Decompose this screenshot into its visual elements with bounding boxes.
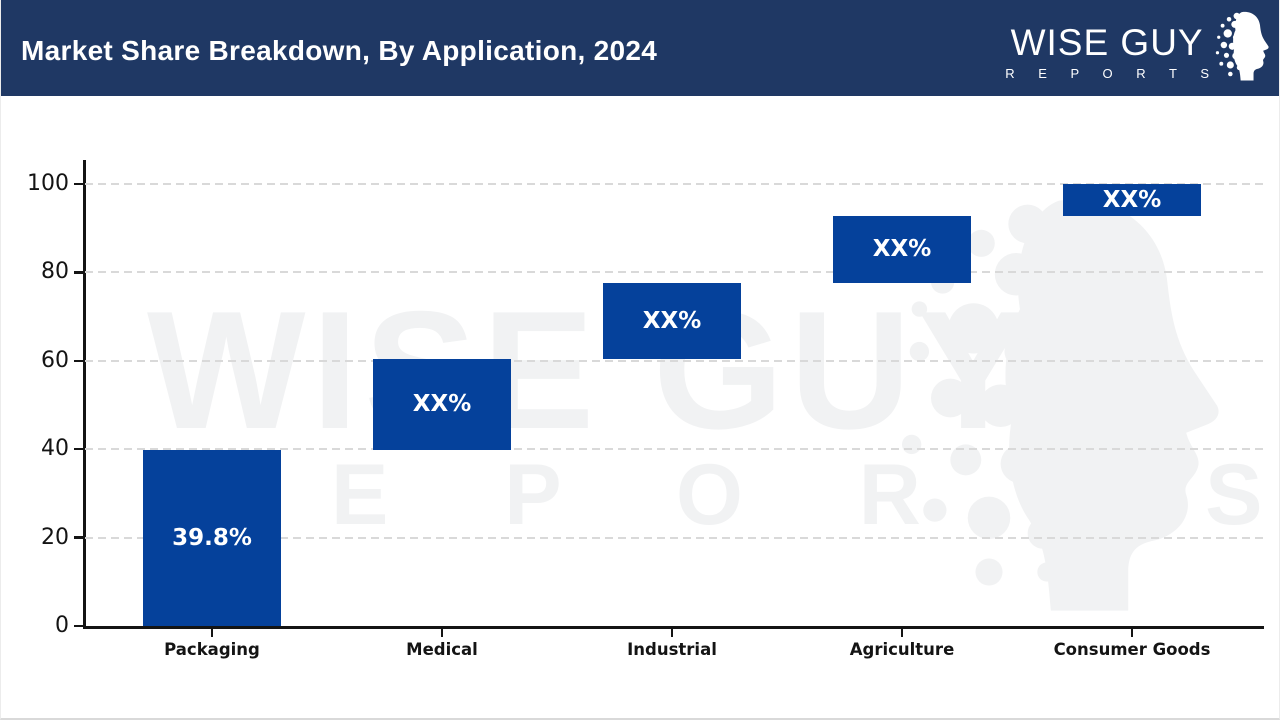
bar-consumer-goods: XX% [1063, 184, 1201, 217]
header-band: Market Share Breakdown, By Application, … [1, 0, 1279, 96]
bar-value-label-consumer-goods: XX% [1102, 187, 1162, 214]
brand-logo-text: WISE GUY R E P O R T S [995, 24, 1219, 81]
bar-agriculture: XX% [833, 216, 971, 283]
bar-packaging: 39.8% [143, 450, 281, 626]
y-tick-100 [74, 182, 83, 186]
y-tick-label-100: 100 [27, 171, 69, 196]
bar-industrial: XX% [603, 282, 741, 359]
y-tick-label-80: 80 [41, 259, 69, 285]
bar-value-label-agriculture: XX% [872, 236, 932, 263]
bar-value-label-medical: XX% [412, 391, 472, 418]
x-tick-label-agriculture: Agriculture [849, 640, 955, 659]
gridline-80 [85, 271, 1263, 274]
y-tick-80 [74, 271, 83, 274]
watermark-face-icon [902, 199, 1219, 611]
y-tick-label-20: 20 [41, 524, 69, 550]
x-tick-medical [440, 629, 444, 637]
bar-value-label-packaging: 39.8% [172, 525, 252, 552]
x-axis-line [83, 626, 1264, 629]
y-tick-40 [74, 447, 83, 451]
x-tick-label-packaging: Packaging [164, 640, 260, 659]
x-tick-packaging [210, 629, 214, 637]
x-tick-consumer-goods [1130, 629, 1134, 637]
y-tick-60 [74, 359, 83, 363]
x-tick-agriculture [900, 629, 904, 637]
y-tick-label-60: 60 [41, 347, 69, 373]
bar-value-label-industrial: XX% [642, 307, 702, 334]
page-title: Market Share Breakdown, By Application, … [21, 35, 658, 66]
x-tick-label-medical: Medical [406, 640, 478, 659]
watermark-text-line1: WISE GUY [147, 276, 1036, 464]
y-tick-label-40: 40 [41, 436, 69, 462]
x-tick-industrial [670, 629, 674, 637]
brand-face-icon [1215, 11, 1269, 81]
x-tick-label-consumer-goods: Consumer Goods [1053, 640, 1211, 659]
y-tick-0 [74, 624, 83, 628]
y-tick-20 [74, 536, 83, 539]
y-axis-line [83, 160, 86, 629]
bar-medical: XX% [373, 358, 511, 451]
brand-logo-name: WISE GUY [1010, 22, 1204, 63]
gridline-20 [85, 536, 1263, 539]
y-tick-label-0: 0 [55, 613, 69, 638]
gridline-100 [85, 183, 1263, 185]
brand-logo: WISE GUY R E P O R T S [995, 8, 1269, 82]
gridline-60 [85, 359, 1263, 362]
x-tick-label-industrial: Industrial [627, 640, 717, 659]
gridline-40 [85, 448, 1263, 451]
brand-logo-subtitle: R E P O R T S [1005, 66, 1219, 81]
